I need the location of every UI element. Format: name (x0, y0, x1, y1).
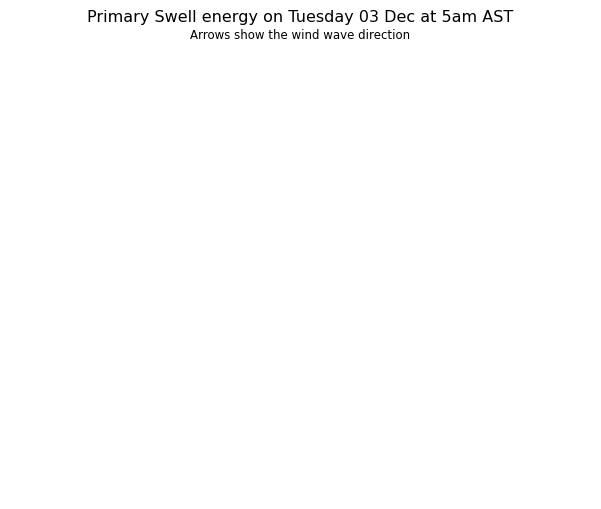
Text: Primary Swell energy on Tuesday 03 Dec at 5am AST: Primary Swell energy on Tuesday 03 Dec a… (87, 10, 514, 25)
Text: Arrows show the wind wave direction: Arrows show the wind wave direction (191, 30, 410, 42)
